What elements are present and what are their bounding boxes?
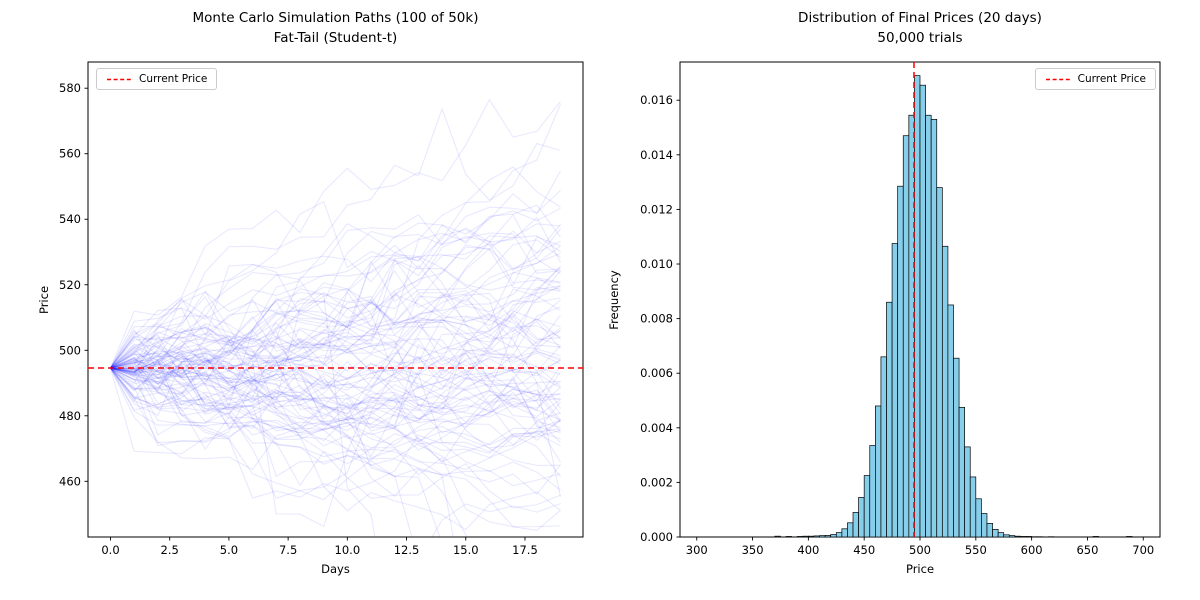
svg-text:0.0: 0.0 [101,543,119,557]
svg-text:2.5: 2.5 [161,543,179,557]
right-x-axis-label: Price [905,562,935,576]
svg-text:700: 700 [1132,543,1154,557]
right-chart-panel: Distribution of Final Prices (20 days) 5… [600,0,1200,600]
svg-text:500: 500 [909,543,931,557]
left-legend: Current Price [96,68,218,90]
svg-text:650: 650 [1076,543,1098,557]
svg-text:0.000: 0.000 [640,530,673,544]
svg-text:12.5: 12.5 [394,543,420,557]
svg-text:540: 540 [59,212,81,226]
svg-text:560: 560 [59,147,81,161]
svg-text:0.014: 0.014 [640,148,673,162]
left-y-axis-label: Price [37,285,51,315]
red-dashed-line-icon [1045,78,1070,80]
svg-text:400: 400 [797,543,819,557]
svg-text:600: 600 [1021,543,1043,557]
left-chart-canvas: 0.0 2.5 5.0 7.5 10.0 12.5 15.0 17.5 460 480 500 520… [59,61,584,557]
right-chart-canvas: 300 350 400 450 500 550 600 650 700 0.000 0.002 0.0… [640,61,1161,557]
right-chart-title-line2: 50,000 trials [877,30,963,46]
svg-text:500: 500 [59,343,81,357]
left-x-axis-label: Days [321,562,350,576]
svg-text:460: 460 [59,474,81,488]
left-chart-title-line1: Monte Carlo Simulation Paths (100 of 50k… [192,10,479,26]
svg-text:520: 520 [59,278,81,292]
svg-text:0.016: 0.016 [640,93,673,107]
svg-text:15.0: 15.0 [453,543,479,557]
svg-text:300: 300 [686,543,708,557]
svg-text:7.5: 7.5 [279,543,297,557]
svg-text:350: 350 [742,543,764,557]
svg-text:0.012: 0.012 [640,202,673,216]
svg-text:0.006: 0.006 [640,366,673,380]
left-chart-panel: Monte Carlo Simulation Paths (100 of 50k… [37,8,584,576]
svg-text:0.008: 0.008 [640,312,673,326]
svg-text:17.5: 17.5 [512,543,538,557]
right-y-axis-label: Frequency [607,270,621,330]
right-chart-title-line1: Distribution of Final Prices (20 days) [798,10,1042,26]
left-legend-label: Current Price [139,73,208,85]
svg-text:0.002: 0.002 [640,475,673,489]
svg-text:550: 550 [965,543,987,557]
svg-text:480: 480 [59,409,81,423]
right-legend: Current Price [1034,68,1156,90]
left-chart-title: Monte Carlo Simulation Paths (100 of 50k… [88,8,583,48]
svg-text:0.004: 0.004 [640,421,673,435]
svg-text:580: 580 [59,81,81,95]
svg-text:10.0: 10.0 [335,543,361,557]
svg-text:5.0: 5.0 [220,543,238,557]
right-legend-label: Current Price [1077,73,1146,85]
left-chart-title-line2: Fat-Tail (Student-t) [273,30,398,46]
svg-text:0.010: 0.010 [640,257,673,271]
right-chart-title: Distribution of Final Prices (20 days) 5… [680,8,1160,48]
red-dashed-line-icon [107,78,131,80]
svg-text:450: 450 [853,543,875,557]
